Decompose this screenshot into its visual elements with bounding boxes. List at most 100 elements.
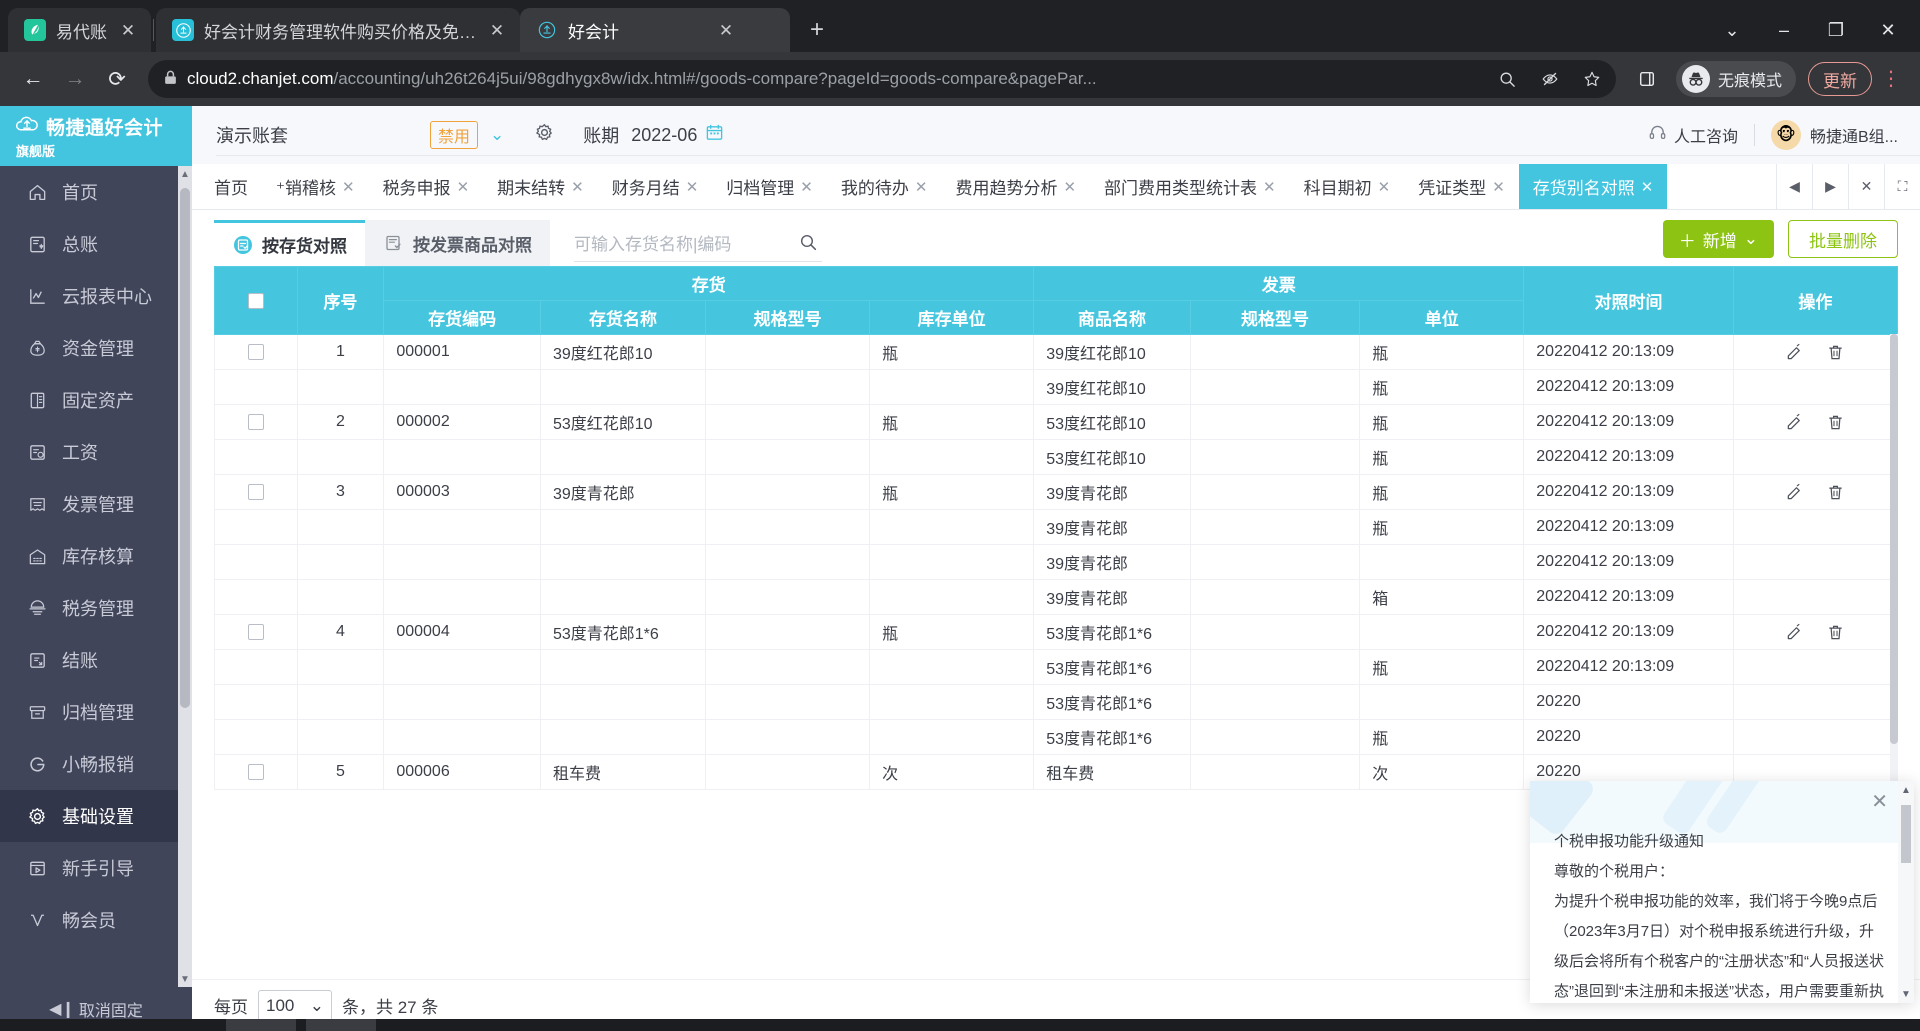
scroll-up-icon[interactable]: ▲ <box>180 168 190 180</box>
sidebar-item-ledger[interactable]: 总账 <box>0 218 192 270</box>
table-row[interactable]: 4 000004 53度青花郎1*6 瓶 53度青花郎1*6 20220412 20:13… <box>214 614 1899 650</box>
scroll-down-icon[interactable]: ▼ <box>180 973 190 985</box>
edit-icon[interactable] <box>1785 623 1804 642</box>
table-row[interactable]: 53度红花郎10 瓶 20220412 20:13:09 <box>214 439 1899 475</box>
app-tab-2[interactable]: 税务申报 ✕ <box>369 164 484 209</box>
table-row[interactable]: 5 000006 租车费次租车费次 20220 <box>214 754 1899 790</box>
minimize-button[interactable]: – <box>1778 19 1789 40</box>
row-checkbox[interactable] <box>247 623 264 640</box>
row-checkbox[interactable] <box>247 413 264 430</box>
sidebar-item-guide[interactable]: 新手引导 <box>0 842 192 894</box>
tab-close-all-icon[interactable]: ✕ <box>1848 164 1884 209</box>
edit-icon[interactable] <box>1785 413 1804 432</box>
close-window-button[interactable]: ✕ <box>1880 19 1896 40</box>
eye-off-icon[interactable] <box>1534 63 1566 95</box>
sidebar-item-basic-settings[interactable]: 基础设置 <box>0 790 192 842</box>
sidebar-item-payroll[interactable]: 工资 <box>0 426 192 478</box>
tab-by-inventory[interactable]: 按存货对照 <box>214 220 365 266</box>
edit-icon[interactable] <box>1785 483 1804 502</box>
reload-icon[interactable]: ⟳ <box>108 67 126 91</box>
chevron-down-icon[interactable]: ⌄ <box>1724 19 1740 40</box>
table-row[interactable]: 53度青花郎1*6 瓶 20220 <box>214 719 1899 755</box>
scroll-down-icon[interactable]: ▼ <box>1901 988 1911 1000</box>
app-tab-10[interactable]: 凭证类型 ✕ <box>1404 164 1519 209</box>
delete-icon[interactable] <box>1826 343 1845 362</box>
app-tab-3[interactable]: 期末结转 ✕ <box>483 164 598 209</box>
per-page-select[interactable]: 100 ⌄ <box>258 989 332 1022</box>
incognito-indicator[interactable]: 无痕模式 <box>1675 61 1796 97</box>
app-tab-8[interactable]: 部门费用类型统计表 ✕ <box>1090 164 1290 209</box>
search-input[interactable] <box>574 234 799 255</box>
close-icon[interactable]: ✕ <box>120 20 136 40</box>
sidebar-item-reimburse[interactable]: 小畅报销 <box>0 738 192 790</box>
star-icon[interactable] <box>1576 63 1608 95</box>
add-button[interactable]: ＋ 新增 ⌄ <box>1662 220 1774 258</box>
back-icon[interactable]: ← <box>22 67 44 90</box>
app-tab-7[interactable]: 费用趋势分析 ✕ <box>941 164 1090 209</box>
close-icon[interactable]: ✕ <box>800 178 813 196</box>
sidebar-item-settle[interactable]: 结账 <box>0 634 192 686</box>
close-icon[interactable]: ✕ <box>456 178 470 196</box>
close-icon[interactable]: ✕ <box>571 178 584 196</box>
row-checkbox-cell[interactable] <box>214 334 298 370</box>
scroll-up-icon[interactable]: ▲ <box>1901 784 1911 796</box>
row-checkbox[interactable] <box>247 343 264 360</box>
table-scrollbar[interactable] <box>1890 334 1898 979</box>
cell-actions[interactable] <box>1732 404 1899 440</box>
row-checkbox-cell[interactable] <box>214 614 298 650</box>
app-tab-home[interactable]: 首页 <box>192 164 262 209</box>
batch-delete-button[interactable]: 批量删除 <box>1788 220 1898 258</box>
notification-scrollbar[interactable]: ▲ ▼ <box>1898 781 1914 1003</box>
maximize-button[interactable]: ❐ <box>1827 19 1845 40</box>
consult-link[interactable]: 人工咨询 <box>1673 129 1738 146</box>
table-row[interactable]: 39度青花郎 瓶 20220412 20:13:09 <box>214 509 1899 545</box>
delete-icon[interactable] <box>1826 483 1845 502</box>
app-tab-9[interactable]: 科目期初 ✕ <box>1290 164 1405 209</box>
table-row[interactable]: 53度青花郎1*6 20220 <box>214 684 1899 720</box>
username[interactable]: 畅捷通B组... <box>1809 129 1898 146</box>
search-box[interactable] <box>574 228 822 262</box>
row-checkbox-cell[interactable] <box>214 404 298 440</box>
gear-icon[interactable] <box>534 122 555 148</box>
new-tab-button[interactable]: + <box>809 16 824 43</box>
tab-next-icon[interactable]: ▶ <box>1812 164 1848 209</box>
row-checkbox[interactable] <box>247 483 264 500</box>
taskbar-item[interactable] <box>226 1019 296 1031</box>
sidebar-item-funds[interactable]: 资金管理 <box>0 322 192 374</box>
browser-tab-0[interactable]: 易代账 ✕ <box>8 8 151 52</box>
avatar[interactable]: 🐵 <box>1770 120 1801 150</box>
close-icon[interactable]: ✕ <box>1063 178 1077 196</box>
scrollbar-thumb[interactable] <box>1901 805 1911 863</box>
app-tab-5[interactable]: 归档管理 ✕ <box>712 164 827 209</box>
browser-tab-2[interactable]: 好会计 ✕ <box>520 8 790 52</box>
table-row[interactable]: 39度青花郎 20220412 20:13:09 <box>214 544 1899 580</box>
forward-icon[interactable]: → <box>64 67 86 90</box>
row-checkbox[interactable] <box>247 763 264 780</box>
close-icon[interactable]: ✕ <box>341 178 355 196</box>
delete-icon[interactable] <box>1826 413 1845 432</box>
close-icon[interactable]: ✕ <box>914 178 928 196</box>
close-icon[interactable]: ✕ <box>685 178 699 196</box>
search-icon[interactable] <box>799 233 818 257</box>
row-checkbox-cell[interactable] <box>214 754 298 790</box>
sidebar-item-invoice[interactable]: 发票管理 <box>0 478 192 530</box>
app-tab-4[interactable]: 财务月结 ✕ <box>598 164 713 209</box>
sidebar-item-home[interactable]: 首页 <box>0 166 192 218</box>
sidebar-item-tax[interactable]: 税务管理 <box>0 582 192 634</box>
table-row[interactable]: 39度红花郎10 瓶 20220412 20:13:09 <box>214 369 1899 405</box>
sidebar-scrollbar[interactable]: ▲ ▼ <box>178 166 192 987</box>
sidebar-item-vip[interactable]: 畅会员 <box>0 894 192 946</box>
sidebar-item-cloud-report[interactable]: 云报表中心 <box>0 270 192 322</box>
fullscreen-icon[interactable]: ⛶ <box>1884 164 1920 209</box>
sidebar-item-fixed-assets[interactable]: 固定资产 <box>0 374 192 426</box>
calendar-icon[interactable] <box>705 123 724 147</box>
cell-actions[interactable] <box>1732 614 1899 650</box>
browser-menu-icon[interactable]: ⋮ <box>1881 68 1901 90</box>
tab-prev-icon[interactable]: ◀ <box>1776 164 1812 209</box>
update-button[interactable]: 更新 <box>1808 62 1872 96</box>
close-icon[interactable]: ✕ <box>1871 791 1888 813</box>
close-icon[interactable]: ✕ <box>1492 178 1505 196</box>
app-tab-1[interactable]: ⁺销稽核 ✕ <box>262 164 369 209</box>
close-icon[interactable]: ✕ <box>718 20 734 40</box>
app-tab-inventory-alias[interactable]: 存货别名对照 ✕ <box>1518 164 1668 209</box>
